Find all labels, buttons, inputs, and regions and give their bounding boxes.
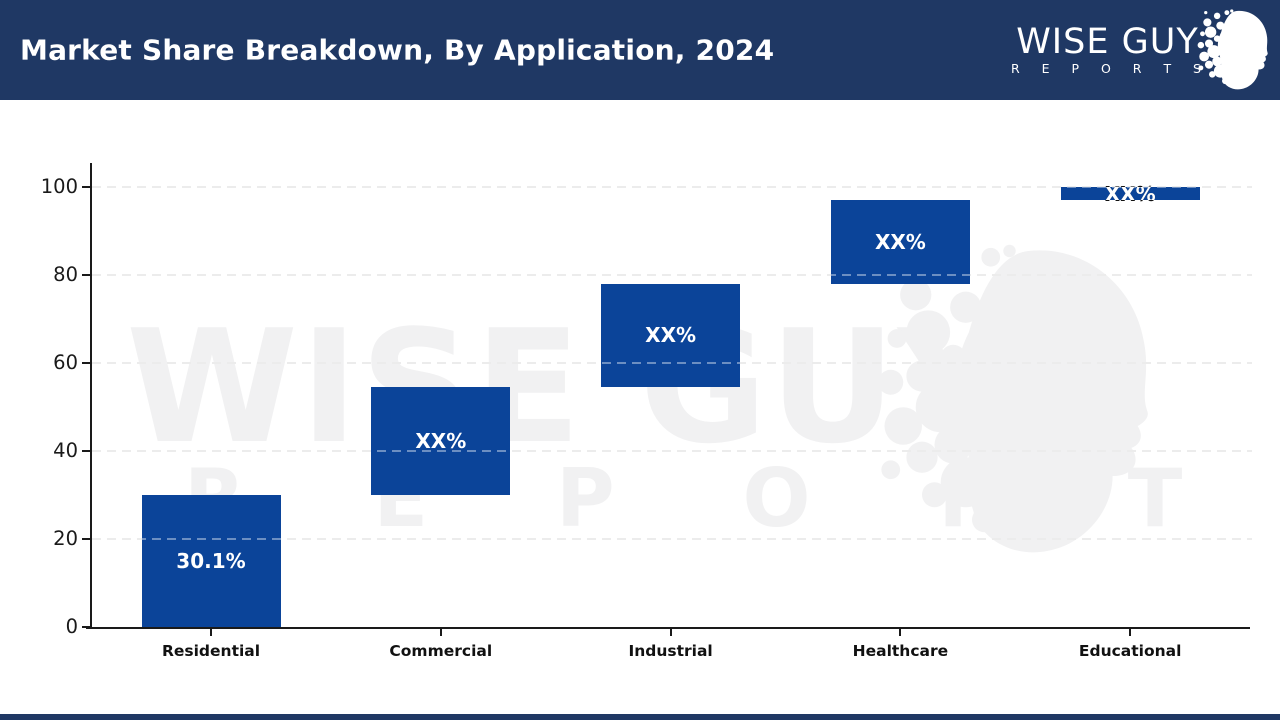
y-tick-label-100: 100: [40, 175, 78, 198]
x-tick-commercial: [439, 629, 442, 636]
y-tick-label-60: 60: [53, 351, 78, 374]
chart-title: Market Share Breakdown, By Application, …: [20, 33, 775, 67]
y-tick-label-40: 40: [53, 439, 78, 462]
x-tick-label-educational: Educational: [1078, 642, 1182, 660]
x-tick-industrial: [669, 629, 672, 636]
y-tick-label-80: 80: [53, 263, 78, 286]
gridline-overlay-40: [92, 450, 1252, 452]
bar-commercial: XX%: [371, 387, 511, 495]
bar-value-label: XX%: [1104, 181, 1156, 206]
y-axis-spine: [90, 163, 92, 629]
gridline-40: [92, 450, 1252, 452]
bar-value-label: 30.1%: [176, 548, 246, 573]
header-bar: Market Share Breakdown, By Application, …: [0, 0, 1280, 100]
y-tick-40: [82, 450, 90, 452]
chart-area: WISE GUY R E P O R T S 30.1%XX%XX%XX%XX%…: [0, 100, 1280, 714]
bar-value-label: XX%: [874, 229, 926, 254]
bar-educational: XX% XX%: [1060, 182, 1200, 206]
bar-value-label: XX%: [415, 428, 467, 453]
bar-label-clip: XX%: [1061, 187, 1200, 200]
gridline-overlay-60: [92, 362, 1252, 364]
x-axis-spine: [86, 627, 1250, 629]
y-tick-80: [82, 274, 90, 276]
y-tick-60: [82, 362, 90, 364]
x-tick-healthcare: [899, 629, 902, 636]
y-tick-0: [82, 626, 90, 628]
x-tick-residential: [210, 629, 212, 636]
bar-value-label: XX%: [645, 323, 697, 348]
footer-bar: [0, 714, 1280, 720]
gridline-20: [92, 538, 1252, 540]
y-tick-label-20: 20: [53, 527, 78, 550]
y-tick-100: [82, 186, 90, 188]
y-tick-20: [82, 538, 90, 540]
brand-subname: R E P O R T S: [1010, 61, 1210, 77]
plot-area: 30.1% XX% XX% XX% XX% XX% 0 20 40 60 80 100 Resident…: [0, 100, 1280, 714]
bar-healthcare: XX%: [830, 200, 970, 284]
brand-logo: WISE GUY R E P O R T S: [1005, 4, 1274, 96]
gridline-overlay-80: [92, 274, 1252, 276]
x-tick-label-residential: Residential: [161, 642, 261, 660]
bar-residential: 30.1%: [141, 494, 281, 627]
x-tick-label-healthcare: Healthcare: [852, 642, 949, 660]
bar-value-label: XX%: [1104, 187, 1156, 201]
watermark-brand-name: WISE GUY: [126, 296, 1014, 478]
brand-name: WISE GUY: [1016, 21, 1199, 62]
x-tick-label-industrial: Industrial: [628, 642, 713, 660]
gridline-overlay-100: [92, 186, 1252, 188]
y-tick-label-0: 0: [65, 615, 78, 638]
bar-industrial: XX%: [601, 283, 741, 388]
gridline-overlay-20: [92, 538, 1252, 540]
brand-logo-text: WISE GUY R E P O R T S: [1005, 21, 1210, 77]
x-tick-label-commercial: Commercial: [389, 642, 493, 660]
gridline-80: [92, 274, 1252, 276]
gridline-100: [92, 186, 1252, 188]
x-tick-educational: [1129, 629, 1132, 636]
